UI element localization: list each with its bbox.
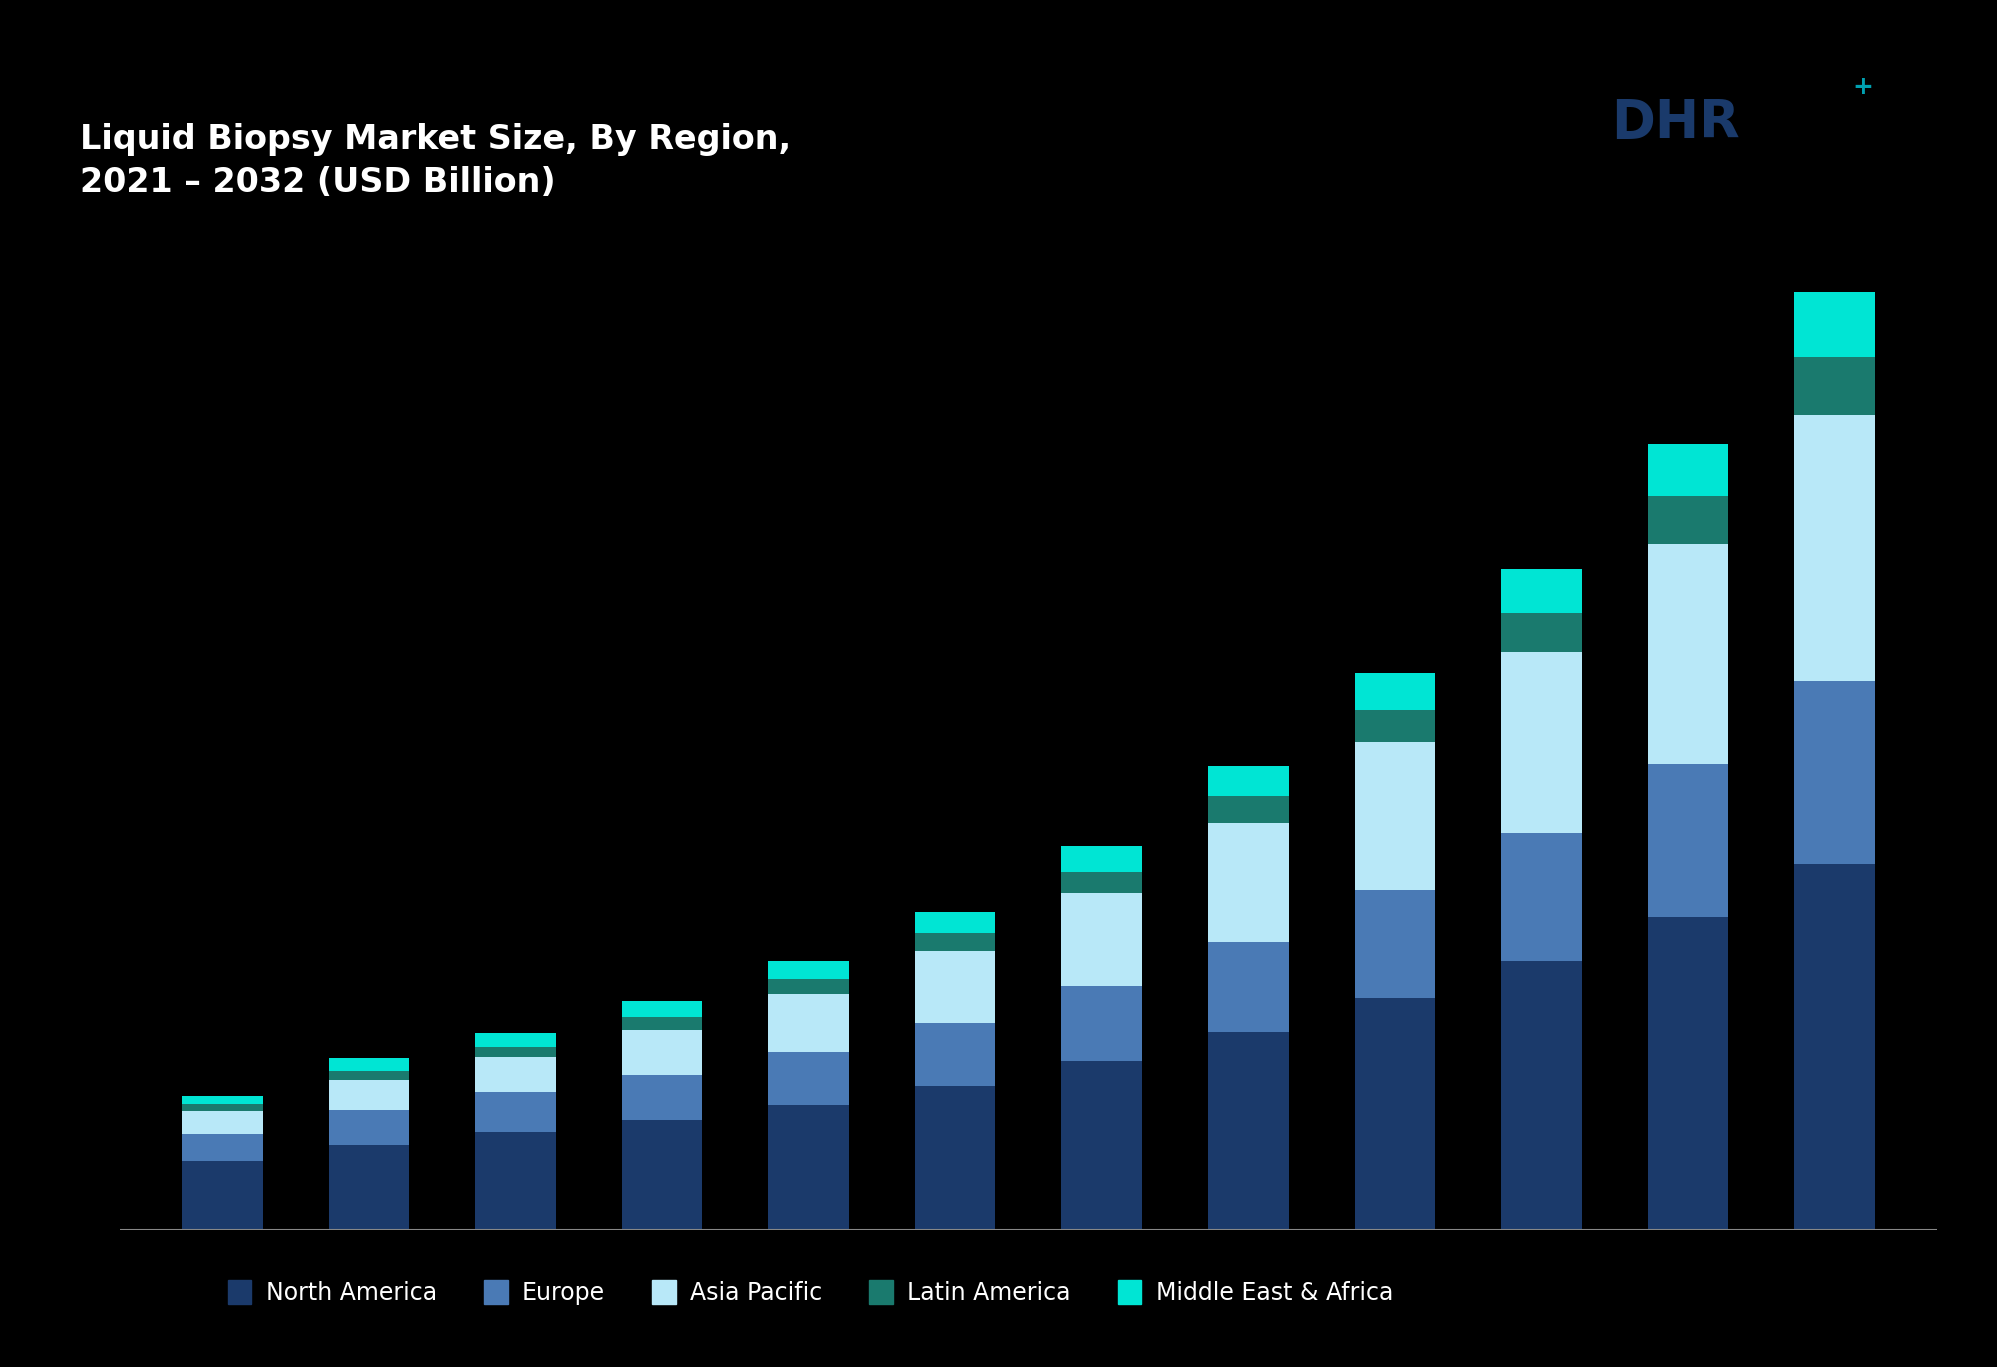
Bar: [769, 994, 849, 1053]
Bar: [1793, 681, 1875, 864]
Bar: [769, 979, 849, 994]
Bar: [1793, 357, 1875, 416]
Bar: [915, 1085, 995, 1230]
Bar: [1502, 961, 1582, 1230]
Bar: [330, 1080, 409, 1110]
Bar: [182, 1096, 264, 1103]
Bar: [1648, 544, 1727, 764]
Bar: [915, 1024, 995, 1085]
Bar: [769, 961, 849, 979]
Bar: [621, 1017, 703, 1029]
Bar: [621, 1074, 703, 1120]
Bar: [1793, 864, 1875, 1230]
Bar: [1793, 293, 1875, 357]
Bar: [1502, 833, 1582, 961]
Bar: [621, 1120, 703, 1230]
Bar: [475, 1092, 555, 1132]
Bar: [1208, 942, 1288, 1032]
Bar: [1062, 872, 1142, 893]
Bar: [330, 1058, 409, 1070]
Bar: [915, 950, 995, 1024]
Bar: [1062, 986, 1142, 1061]
Bar: [1208, 1032, 1288, 1230]
Bar: [475, 1033, 555, 1047]
Bar: [1062, 1061, 1142, 1230]
Legend: North America, Europe, Asia Pacific, Latin America, Middle East & Africa: North America, Europe, Asia Pacific, Lat…: [218, 1270, 1402, 1315]
Bar: [182, 1103, 264, 1111]
Bar: [915, 912, 995, 934]
Bar: [475, 1057, 555, 1092]
Bar: [1648, 764, 1727, 917]
Bar: [1354, 709, 1436, 742]
Bar: [475, 1132, 555, 1230]
Bar: [330, 1110, 409, 1146]
Bar: [1502, 569, 1582, 614]
Bar: [182, 1111, 264, 1133]
Bar: [182, 1162, 264, 1230]
Bar: [621, 1001, 703, 1017]
Bar: [1208, 766, 1288, 796]
Bar: [1648, 444, 1727, 496]
Bar: [1793, 416, 1875, 681]
Bar: [1502, 614, 1582, 652]
Text: +: +: [1853, 75, 1873, 98]
Bar: [1502, 652, 1582, 833]
Bar: [769, 1053, 849, 1105]
Bar: [1062, 893, 1142, 986]
Bar: [1354, 742, 1436, 890]
Bar: [769, 1105, 849, 1230]
Bar: [621, 1029, 703, 1074]
Bar: [1648, 496, 1727, 544]
Bar: [1354, 998, 1436, 1230]
Bar: [1648, 917, 1727, 1230]
Text: DHR: DHR: [1612, 97, 1739, 149]
Bar: [1208, 823, 1288, 942]
Bar: [915, 934, 995, 950]
Bar: [475, 1047, 555, 1057]
Bar: [182, 1133, 264, 1162]
Bar: [1354, 890, 1436, 998]
Bar: [330, 1146, 409, 1230]
Bar: [1208, 796, 1288, 823]
Text: Liquid Biopsy Market Size, By Region,
2021 – 2032 (USD Billion): Liquid Biopsy Market Size, By Region, 20…: [80, 123, 791, 200]
Bar: [1354, 674, 1436, 709]
Bar: [1062, 846, 1142, 872]
Bar: [330, 1070, 409, 1080]
